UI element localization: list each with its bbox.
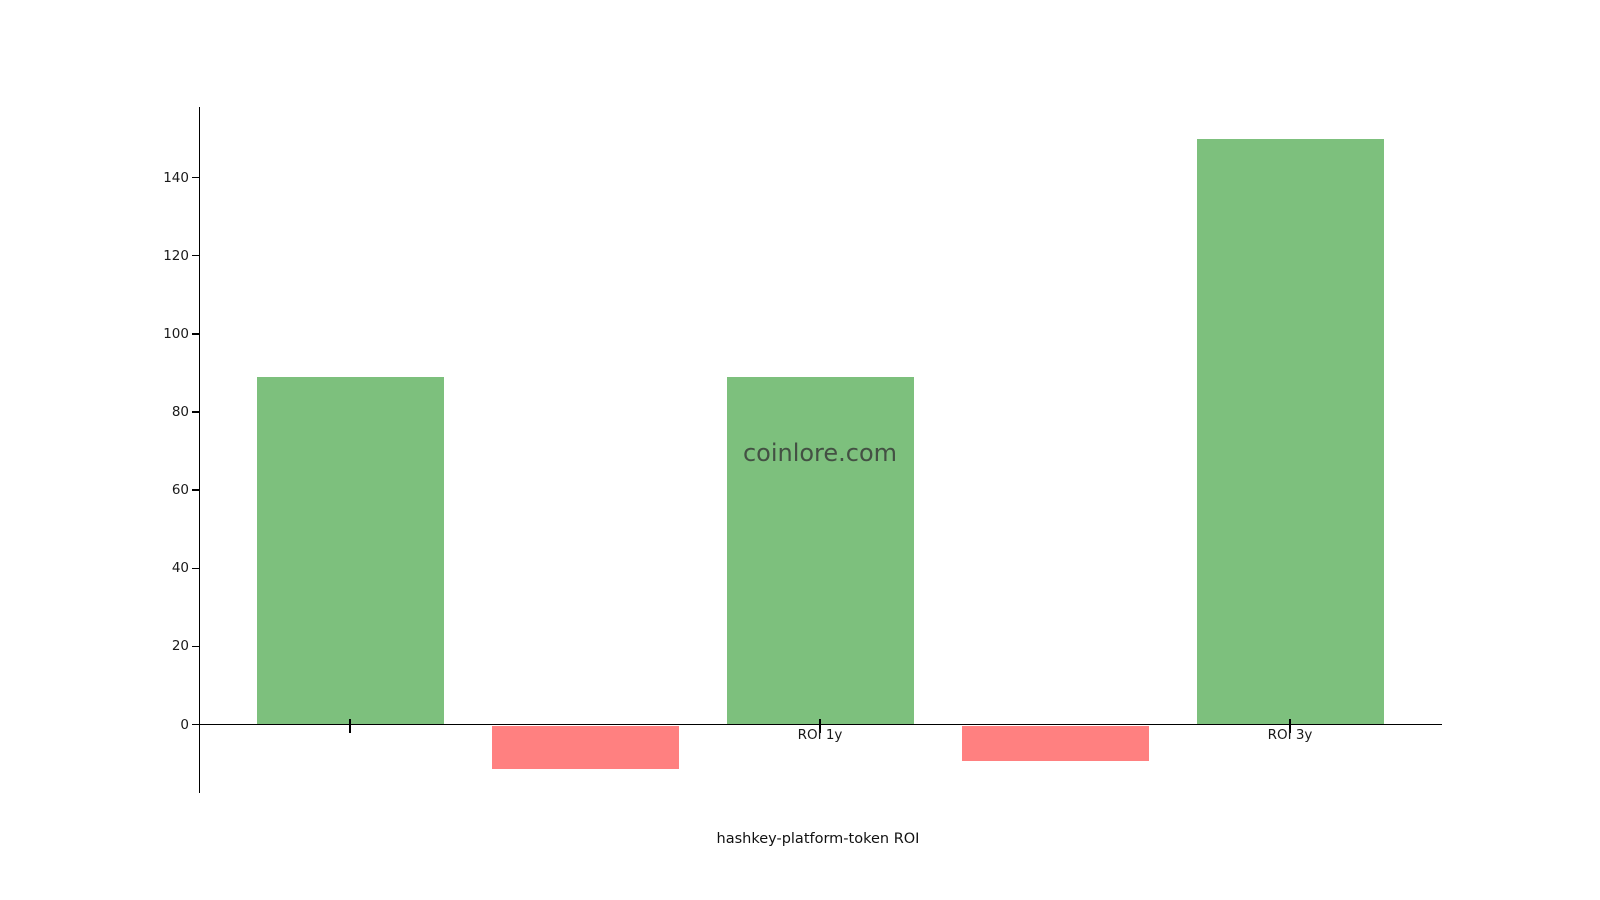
- y-tick-label: 0: [180, 716, 189, 733]
- x-tick-label: ROI 1y: [797, 726, 843, 743]
- y-tick-mark: [191, 333, 199, 335]
- bar-roi-1y: [726, 376, 914, 725]
- y-tick-label: 60: [171, 482, 189, 499]
- x-tick-mark: [1289, 718, 1291, 733]
- y-tick-mark: [191, 255, 199, 257]
- y-tick-label: 120: [163, 247, 189, 264]
- y-tick-label: 80: [171, 404, 189, 421]
- bar-roi-3y: [1196, 138, 1384, 725]
- y-tick-mark: [191, 723, 199, 726]
- y-tick-mark: [191, 567, 199, 569]
- y-tick-label: 140: [163, 169, 189, 186]
- y-axis-line: [199, 107, 201, 793]
- bar-roi-1: [256, 376, 444, 725]
- chart-title: hashkey-platform-token ROI: [716, 831, 920, 847]
- x-tick-label: ROI 3y: [1267, 726, 1313, 743]
- y-tick-label: 100: [163, 325, 189, 342]
- bar-roi-2: [491, 725, 679, 769]
- x-tick-mark: [349, 718, 351, 733]
- y-tick-label: 20: [171, 638, 189, 655]
- watermark-text: coinlore.com: [742, 439, 898, 467]
- y-tick-mark: [191, 645, 199, 648]
- y-tick-mark: [191, 176, 199, 179]
- y-tick-label: 40: [171, 560, 189, 577]
- x-tick-mark: [819, 718, 821, 733]
- bar-roi-4: [961, 725, 1149, 761]
- y-tick-mark: [191, 489, 199, 491]
- y-tick-mark: [191, 411, 199, 413]
